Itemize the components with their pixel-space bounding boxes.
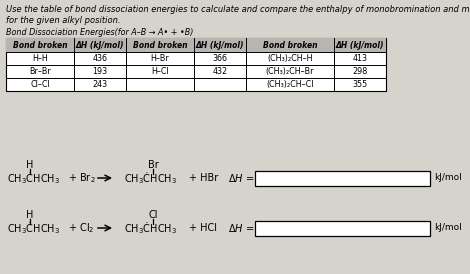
Text: for the given alkyl position.: for the given alkyl position. [6,16,120,25]
Text: kJ/mol: kJ/mol [434,173,462,182]
Text: Use the table of bond dissociation energies to calculate and compare the enthalp: Use the table of bond dissociation energ… [6,5,470,14]
Text: + Cl$_2$: + Cl$_2$ [68,221,94,235]
Text: (CH₃)₂CH–H: (CH₃)₂CH–H [267,54,313,63]
Text: 243: 243 [93,80,108,89]
Text: H: H [26,160,34,170]
Text: Bond broken: Bond broken [13,41,67,50]
Bar [255,221,430,236]
Bar [6,38,386,52]
Text: Cl–Cl: Cl–Cl [30,80,50,89]
Text: 298: 298 [352,67,368,76]
Text: Bond Dissociation Energies(for A–B → A• + •B): Bond Dissociation Energies(for A–B → A• … [6,28,193,37]
Text: (CH₃)₂CH–Br: (CH₃)₂CH–Br [266,67,314,76]
Text: 432: 432 [212,67,227,76]
Text: $\Delta H$ =: $\Delta H$ = [228,222,254,234]
Text: Bond broken: Bond broken [263,41,317,50]
Text: 193: 193 [93,67,108,76]
Text: + HBr: + HBr [189,173,218,183]
Text: 436: 436 [93,54,108,63]
Text: CH$_3$ĊHCH$_3$: CH$_3$ĊHCH$_3$ [124,170,177,186]
Text: H–Cl: H–Cl [151,67,169,76]
Text: CH$_3$ĊHCH$_3$: CH$_3$ĊHCH$_3$ [7,170,60,186]
Text: Br: Br [148,160,158,170]
Text: kJ/mol: kJ/mol [434,224,462,233]
Text: 355: 355 [352,80,368,89]
Text: CH$_3$ĊHCH$_3$: CH$_3$ĊHCH$_3$ [124,220,177,236]
Text: ΔH (kJ/mol): ΔH (kJ/mol) [76,41,124,50]
Text: CH$_3$ĊHCH$_3$: CH$_3$ĊHCH$_3$ [7,220,60,236]
Text: + HCl: + HCl [189,223,217,233]
Text: H: H [26,210,34,220]
Bar [6,38,386,91]
Text: (CH₃)₂CH–Cl: (CH₃)₂CH–Cl [266,80,314,89]
Text: Br–Br: Br–Br [29,67,51,76]
Text: ΔH (kJ/mol): ΔH (kJ/mol) [196,41,244,50]
Bar [255,171,430,186]
Text: 413: 413 [352,54,368,63]
Text: Bond broken: Bond broken [133,41,187,50]
Text: Cl: Cl [148,210,158,220]
Text: H–H: H–H [32,54,48,63]
Text: $\Delta H$ =: $\Delta H$ = [228,172,254,184]
Text: 366: 366 [212,54,227,63]
Text: H–Br: H–Br [150,54,169,63]
Text: ΔH (kJ/mol): ΔH (kJ/mol) [336,41,384,50]
Text: + Br$_2$: + Br$_2$ [68,171,95,185]
